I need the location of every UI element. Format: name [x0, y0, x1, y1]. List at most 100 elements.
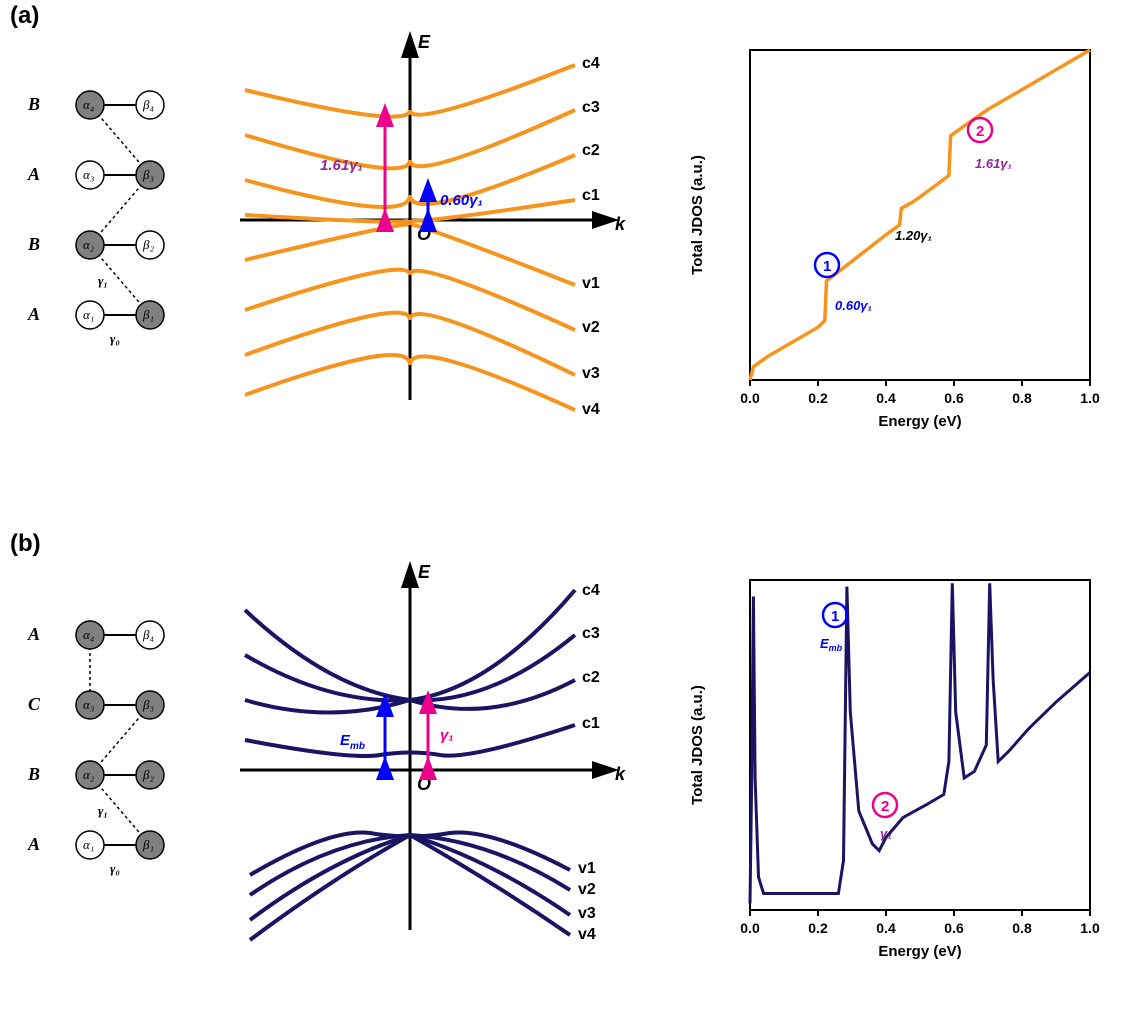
band-labels: c4 c3 c2 c1 v1 v2 v3 v4 [578, 582, 600, 943]
marker-1-num: 1 [823, 258, 831, 275]
svg-text:v1: v1 [582, 275, 600, 292]
svg-text:0.8: 0.8 [1012, 390, 1032, 406]
svg-text:1.0: 1.0 [1080, 390, 1100, 406]
lattice-row: α₂ β₂ [76, 761, 164, 789]
svg-text:v2: v2 [582, 319, 600, 336]
mid-label: 1.20γ₁ [895, 228, 932, 243]
svg-text:1.0: 1.0 [1080, 920, 1100, 936]
e-axis-label: E [418, 562, 431, 582]
chart-frame [750, 580, 1090, 910]
svg-text:0.6: 0.6 [944, 920, 964, 936]
svg-text:β₂: β₂ [142, 237, 154, 252]
svg-text:c1: c1 [582, 715, 600, 732]
gamma1-label: γ₁ [98, 803, 108, 818]
svg-text:0.0: 0.0 [740, 920, 760, 936]
svg-text:v1: v1 [578, 860, 596, 877]
lattice-row: α₃ β₃ [76, 161, 164, 189]
gamma0-label: γ₀ [110, 331, 120, 346]
marker-1-label: Emb [820, 636, 843, 653]
ylabel: Total JDOS (a.u.) [689, 155, 706, 275]
gap-main-label: 1.61γ₁ [320, 157, 363, 174]
marker-2-num: 2 [881, 798, 889, 815]
gap-small-label: 0.60γ₁ [440, 192, 483, 209]
svg-text:A: A [27, 834, 40, 854]
layer-label: A [27, 164, 40, 184]
lattice-row: α₃ β₃ [76, 691, 164, 719]
layer-label: B [27, 234, 40, 254]
panel-b-label: (b) [10, 530, 41, 558]
svg-text:A: A [27, 624, 40, 644]
svg-text:v3: v3 [578, 905, 596, 922]
band-diagram-a: E k O 1.61γ₁ 0.60γ₁ c4 c3 c2 c1 v1 v2 [210, 30, 650, 430]
svg-text:β₁: β₁ [142, 307, 154, 322]
svg-text:β₂: β₂ [142, 767, 154, 782]
svg-text:α₄: α₄ [83, 97, 95, 112]
svg-text:v3: v3 [582, 365, 600, 382]
marker-2-num: 2 [976, 123, 984, 140]
band-labels: c4 c3 c2 c1 v1 v2 v3 v4 [582, 55, 600, 418]
lattice-b: A C B A α₄ β₄ α₃ β₃ α₂ β₂ [20, 600, 200, 920]
svg-text:α₃: α₃ [83, 697, 94, 712]
svg-text:β₁: β₁ [142, 837, 154, 852]
svg-text:α₄: α₄ [83, 627, 95, 642]
svg-text:0.8: 0.8 [1012, 920, 1032, 936]
svg-text:β₄: β₄ [142, 97, 154, 112]
lattice-row: α₁ β₁ [76, 831, 164, 859]
jdos-chart-b: 0.0 0.2 0.4 0.6 0.8 1.0 Energy (eV) Tota… [680, 560, 1110, 960]
marker-2-label: γ₁ [880, 826, 892, 841]
layer-label: B [27, 94, 40, 114]
svg-text:β₃: β₃ [142, 697, 154, 712]
gap-emb-label: Emb [340, 732, 365, 752]
lattice-row: α₄ β₄ [76, 91, 164, 119]
svg-text:β₄: β₄ [142, 627, 154, 642]
gap-gamma1-label: γ₁ [440, 727, 454, 744]
xlabel: Energy (eV) [878, 413, 961, 430]
svg-text:c4: c4 [582, 55, 600, 72]
jdos-curve [750, 583, 1090, 903]
x-ticks: 0.0 0.2 0.4 0.6 0.8 1.0 [740, 910, 1100, 936]
marker-1-label: 0.60γ₁ [835, 298, 872, 313]
marker-2-label: 1.61γ₁ [975, 156, 1012, 171]
e-axis-label: E [418, 32, 431, 52]
layer-label: A [27, 304, 40, 324]
svg-text:0.4: 0.4 [876, 920, 896, 936]
x-ticks: 0.0 0.2 0.4 0.6 0.8 1.0 [740, 380, 1100, 406]
jdos-chart-a: 0.0 0.2 0.4 0.6 0.8 1.0 Energy (eV) Tota… [680, 30, 1110, 430]
panel-a-label: (a) [10, 2, 39, 30]
k-axis-label: k [615, 764, 626, 784]
svg-text:α₂: α₂ [83, 237, 95, 252]
gamma0-label: γ₀ [110, 861, 120, 876]
svg-text:0.4: 0.4 [876, 390, 896, 406]
svg-text:c1: c1 [582, 187, 600, 204]
svg-text:v4: v4 [578, 926, 596, 943]
svg-text:α₁: α₁ [83, 307, 94, 322]
panel-a: B A B A α₄ β₄ α₃ β₃ α₂ β₂ [20, 30, 1130, 460]
svg-text:α₁: α₁ [83, 837, 94, 852]
svg-text:0.2: 0.2 [808, 920, 828, 936]
lattice-row: α₁ β₁ [76, 301, 164, 329]
lattice-a: B A B A α₄ β₄ α₃ β₃ α₂ β₂ [20, 70, 200, 390]
svg-text:C: C [28, 694, 41, 714]
svg-text:α₃: α₃ [83, 167, 94, 182]
k-axis-label: k [615, 214, 626, 234]
svg-text:c3: c3 [582, 625, 600, 642]
lattice-row: α₄ β₄ [76, 621, 164, 649]
svg-text:v2: v2 [578, 881, 596, 898]
svg-text:c2: c2 [582, 142, 600, 159]
origin-label: O [417, 774, 431, 794]
chart-frame [750, 50, 1090, 380]
panel-b: A C B A α₄ β₄ α₃ β₃ α₂ β₂ [20, 560, 1130, 990]
gamma1-label: γ₁ [98, 273, 108, 288]
svg-text:0.0: 0.0 [740, 390, 760, 406]
svg-text:c4: c4 [582, 582, 600, 599]
marker-1-num: 1 [831, 608, 839, 625]
svg-text:c3: c3 [582, 99, 600, 116]
svg-text:B: B [27, 764, 40, 784]
svg-text:v4: v4 [582, 401, 600, 418]
svg-text:α₂: α₂ [83, 767, 95, 782]
svg-text:β₃: β₃ [142, 167, 154, 182]
xlabel: Energy (eV) [878, 943, 961, 960]
svg-text:0.2: 0.2 [808, 390, 828, 406]
band-diagram-b: E k O Emb γ₁ c4 c3 c2 c1 v1 v2 [210, 560, 650, 960]
svg-text:0.6: 0.6 [944, 390, 964, 406]
